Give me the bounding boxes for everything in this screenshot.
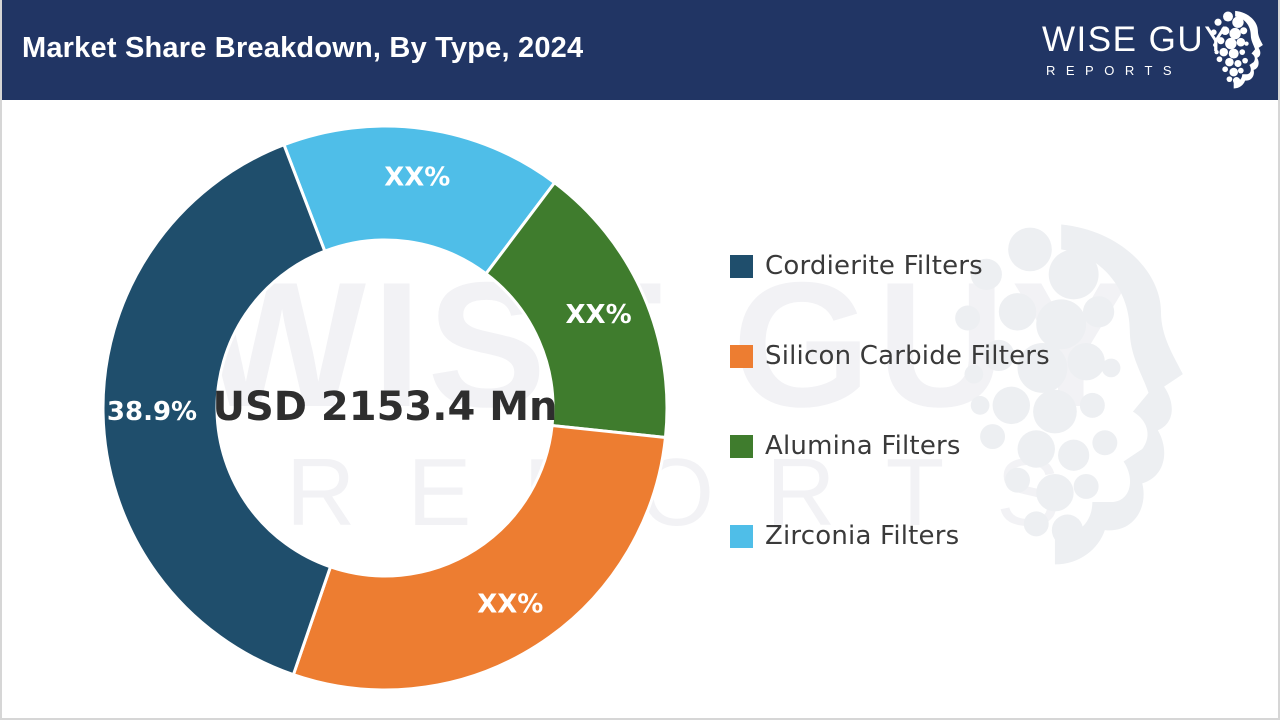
header-bar: Market Share Breakdown, By Type, 2024 WI…: [2, 0, 1278, 100]
chart-legend: Cordierite Filters Silicon Carbide Filter…: [730, 250, 1050, 610]
page-title: Market Share Breakdown, By Type, 2024: [22, 32, 584, 65]
segment-label: XX%: [477, 590, 543, 620]
chart-center-value: USD 2153.4 Mn: [212, 384, 558, 431]
segment-label: 38.9%: [107, 397, 197, 427]
wise-guy-reports-logo: WISE GUY REPORTS: [1014, 8, 1264, 94]
donut-chart: XX% XX% XX% 38.9%: [101, 124, 669, 692]
donut-segment-cordierite-filters[interactable]: [101, 142, 333, 677]
legend-label: Zirconia Filters: [765, 521, 960, 551]
logo-head-icon: [1210, 10, 1263, 89]
logo-text: WISE GUY REPORTS: [1042, 20, 1229, 78]
segment-label: XX%: [566, 300, 632, 330]
legend-swatch: [730, 254, 753, 278]
legend-label: Silicon Carbide Filters: [765, 341, 1050, 371]
legend-item-cordierite-filters[interactable]: Cordierite Filters: [730, 250, 1050, 282]
legend-swatch: [730, 434, 753, 458]
segment-label: XX%: [384, 162, 450, 192]
legend-item-alumina-filters[interactable]: Alumina Filters: [730, 430, 1050, 462]
legend-item-silicon-carbide-filters[interactable]: Silicon Carbide Filters: [730, 340, 1050, 372]
legend-swatch: [730, 524, 753, 548]
donut-segment-silicon-carbide-filters[interactable]: [291, 423, 668, 692]
logo-subtitle: REPORTS: [1046, 63, 1183, 78]
legend-label: Cordierite Filters: [765, 251, 983, 281]
legend-item-zirconia-filters[interactable]: Zirconia Filters: [730, 520, 1050, 552]
legend-swatch: [730, 344, 753, 368]
logo-wordmark: WISE GUY: [1042, 20, 1230, 59]
legend-label: Alumina Filters: [765, 431, 961, 461]
donut-segment-zirconia-filters[interactable]: [282, 124, 557, 276]
